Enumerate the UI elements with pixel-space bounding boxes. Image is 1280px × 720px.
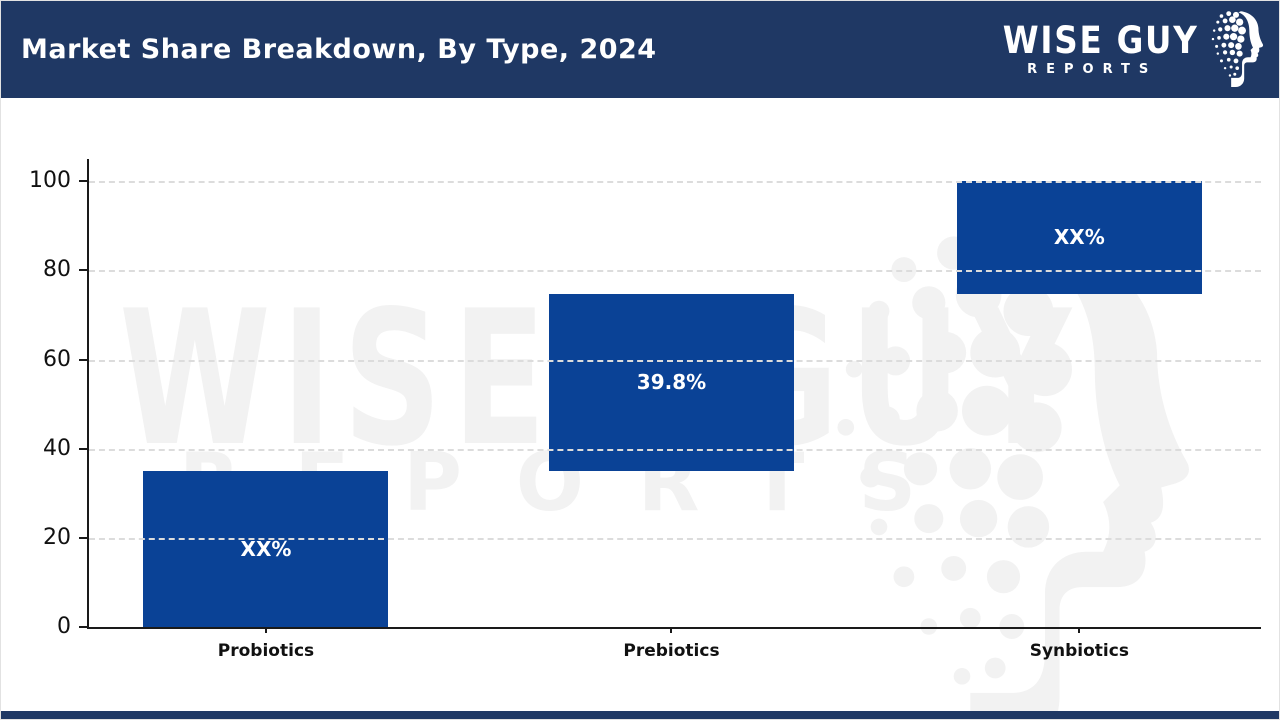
x-tick-mark-prebiotics: [670, 627, 673, 633]
wise-guy-reports-logo: WISE GUY REPORTS: [976, 10, 1279, 90]
x-axis-line: [87, 627, 1261, 629]
footer-bar: [1, 711, 1279, 719]
y-tick-label-80: 80: [43, 257, 71, 283]
y-tick-label-40: 40: [43, 435, 71, 461]
bar-value-label-synbiotics: XX%: [1053, 225, 1105, 250]
bar-labels-layer: XX% 39.8% XX%: [89, 159, 1261, 627]
gridline-y-40: [89, 448, 1261, 451]
header-bar: Market Share Breakdown, By Type, 2024 WI…: [1, 1, 1279, 98]
x-tick-mark-synbiotics: [1078, 627, 1081, 633]
gridline-y-80: [89, 270, 1261, 273]
y-tick-label-60: 60: [43, 346, 71, 372]
y-tick-mark-40: [79, 447, 87, 450]
plot-area: XX% 39.8% XX%: [87, 159, 1261, 629]
y-tick-mark-100: [79, 180, 87, 183]
logo-wordmark: WISE GUY REPORTS: [976, 22, 1199, 77]
bar-value-label-probiotics: XX%: [240, 537, 292, 561]
gridline-y-100: [89, 181, 1261, 184]
gridline-y-60: [89, 359, 1261, 362]
y-tick-label-20: 20: [43, 524, 71, 550]
logo-wordmark-line1: WISE GUY: [1003, 19, 1199, 62]
y-axis-line: [87, 159, 89, 627]
bar-prebiotics: [549, 293, 794, 471]
chart-title: Market Share Breakdown, By Type, 2024: [21, 34, 657, 65]
x-tick-mark-probiotics: [264, 627, 267, 633]
y-tick-mark-80: [79, 269, 87, 272]
y-tick-mark-20: [79, 536, 87, 539]
gridlines-layer: [89, 159, 1261, 627]
bar-probiotics: [143, 471, 389, 627]
x-axis-label-synbiotics: Synbiotics: [1029, 641, 1129, 661]
bar-value-label-prebiotics: 39.8%: [636, 370, 707, 395]
y-tick-label-0: 0: [57, 614, 71, 639]
x-axis-label-prebiotics: Prebiotics: [623, 641, 720, 661]
dotted-head-icon: [1211, 10, 1264, 87]
logo-wordmark-line2: REPORTS: [1027, 62, 1158, 77]
gridline-y-20: [89, 537, 1261, 540]
y-tick-label-100: 100: [29, 168, 71, 194]
x-axis-label-probiotics: Probiotics: [217, 641, 315, 661]
y-tick-mark-0: [79, 626, 87, 628]
y-tick-mark-60: [79, 358, 87, 361]
